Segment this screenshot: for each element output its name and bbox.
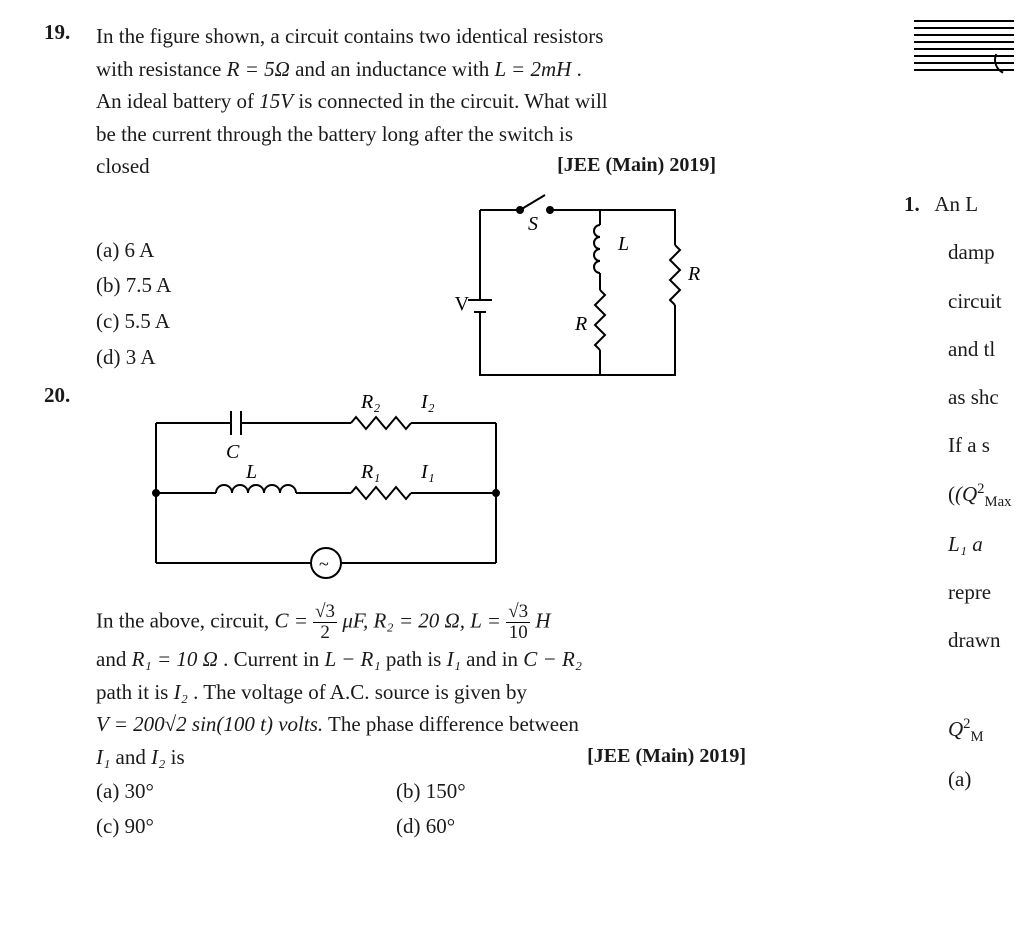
right-l11sub: M [971, 729, 984, 745]
q19-figure: S L R R 15 V [450, 190, 710, 405]
q20-figure: ~ C L R₂ I₂ R₁ I₁ [96, 383, 536, 598]
q20-C-den: 2 [318, 623, 332, 643]
right-l7sup: 2 [977, 481, 984, 497]
q20-l2d: and in [466, 647, 523, 671]
q20-V-pre: V = 200 [96, 712, 165, 736]
q20-fig-I2: I₂ [420, 391, 435, 413]
right-l11w: Q2M [904, 705, 1024, 755]
q20-source: [JEE (Main) 2019] [587, 741, 746, 774]
right-l12: (a) [904, 755, 1024, 803]
q20-fig-L: L [245, 461, 257, 483]
q20-path2: C − R₂ [523, 647, 582, 671]
q20-l3b: . The voltage of A.C. source is given by [193, 680, 527, 704]
right-l8: L₁ a [904, 520, 1024, 568]
right-l4: and tl [904, 325, 1024, 373]
q20-l4b: The phase difference between [328, 712, 579, 736]
q20-C-num: √3 [313, 602, 337, 623]
q20-fig-R2: R₂ [360, 391, 380, 413]
q19-l2c: . [577, 57, 582, 81]
right-l7: (Q [955, 482, 977, 506]
right-l11sup: 2 [963, 716, 970, 732]
q20-opt-row1: (a) 30° (b) 150° [96, 774, 1024, 810]
right-l9: repre [904, 568, 1024, 616]
q20-l5e: is [171, 745, 185, 769]
q20-I2: I₂ [174, 680, 188, 704]
q20-opt-b: (b) 150° [396, 774, 696, 810]
right-column: 1. An L damp circuit and tl as shc If a … [904, 0, 1024, 939]
q19-source: [JEE (Main) 2019] [557, 150, 716, 183]
q19-number: 19. [44, 20, 96, 45]
q19-fig-S: S [528, 213, 538, 235]
q19-l3a: An ideal battery of [96, 89, 259, 113]
q20-l3a: path it is [96, 680, 174, 704]
right-l3: circuit [904, 277, 1024, 325]
q20-opt-c: (c) 90° [96, 809, 396, 845]
q19-fig-R2: R [574, 313, 587, 335]
q20-L-unit: H [530, 609, 550, 633]
q19-L: L = 2mH [495, 57, 572, 81]
q19-l3b: is connected in the circuit. What will [298, 89, 607, 113]
q20-path1: L − R₁ [325, 647, 381, 671]
right-l7sub: Max [985, 494, 1012, 510]
q20-opt-d: (d) 60° [396, 809, 696, 845]
q20-number: 20. [44, 383, 96, 408]
q19-l5: closed [96, 150, 150, 183]
q20-circuit-svg: ~ C L R₂ I₂ R₁ I₁ [96, 383, 536, 593]
q20-l2c: path is [386, 647, 447, 671]
q20-options: (a) 30° (b) 150° (c) 90° (d) 60° [96, 774, 1024, 845]
q20-L-lhs: L = [470, 609, 506, 633]
q20-l2b: . Current in [223, 647, 324, 671]
q20: 20. [44, 383, 1024, 598]
q20-V-post: sin(100 t) [187, 712, 279, 736]
right-l11: Q [948, 717, 963, 741]
q19-R: R = 5Ω [227, 57, 290, 81]
right-l6: If a s [904, 421, 1024, 469]
q20-L-num: √3 [506, 602, 530, 623]
q20-body: In the above, circuit, C = √32 μF, R₂ = … [96, 602, 776, 773]
right-q1: 1. An L [904, 180, 1024, 228]
right-l2: damp [904, 228, 1024, 276]
q20-fig-I1: I₁ [420, 461, 435, 483]
q20-l5-left: I₁ and I₂ is [96, 741, 185, 774]
q20-fig-C: C [226, 441, 240, 463]
q19-fig-R: R [687, 263, 700, 285]
q20-I1b: I₁ [96, 745, 110, 769]
q19-l2b: and an inductance with [295, 57, 494, 81]
right-l5: as shc [904, 373, 1024, 421]
right-l10: drawn [904, 616, 1024, 664]
q20-I2b: I₂ [151, 745, 165, 769]
q20-V-unit: volts. [278, 712, 323, 736]
q19-l4: be the current through the battery long … [96, 122, 573, 146]
q20-l1a: In the above, circuit, [96, 609, 274, 633]
q20-fig-R1: R₁ [360, 461, 380, 483]
q19-fig-L: L [617, 233, 629, 255]
right-l1: An L [934, 192, 978, 216]
q20-I1: I₁ [447, 647, 461, 671]
q20-opt-a: (a) 30° [96, 774, 396, 810]
right-num: 1. [904, 192, 920, 216]
q20-C-frac: √32 [313, 602, 337, 643]
q19-l1: In the figure shown, a circuit contains … [96, 24, 603, 48]
page: 19. In the figure shown, a circuit conta… [0, 0, 1024, 865]
q19-body: In the figure shown, a circuit contains … [96, 20, 716, 183]
q20-C-lhs: C = [274, 609, 313, 633]
q19-fig-V: 15 V [450, 293, 470, 315]
q19-V: 15V [259, 89, 293, 113]
svg-text:~: ~ [319, 554, 329, 574]
q20-R2: R₂ = 20 Ω, [373, 609, 470, 633]
q19-l5-row: closed [JEE (Main) 2019] [96, 150, 716, 183]
right-l7w: ((Q2Max [904, 470, 1024, 520]
q20-R1: R₁ = 10 Ω [132, 647, 218, 671]
q20-V-sqrt: √2 [165, 712, 187, 736]
q20-C-unit: μF, [337, 609, 373, 633]
q19-l2a: with resistance [96, 57, 227, 81]
q20-l5m: and [116, 745, 152, 769]
q20-l2a: and [96, 647, 132, 671]
q19: 19. In the figure shown, a circuit conta… [44, 20, 1024, 183]
q20-l5-row: I₁ and I₂ is [JEE (Main) 2019] [96, 741, 746, 774]
q19-circuit-svg: S L R R 15 V [450, 190, 710, 400]
q20-opt-row2: (c) 90° (d) 60° [96, 809, 1024, 845]
q20-L-frac: √310 [506, 602, 530, 643]
q20-L-den: 10 [507, 623, 530, 643]
